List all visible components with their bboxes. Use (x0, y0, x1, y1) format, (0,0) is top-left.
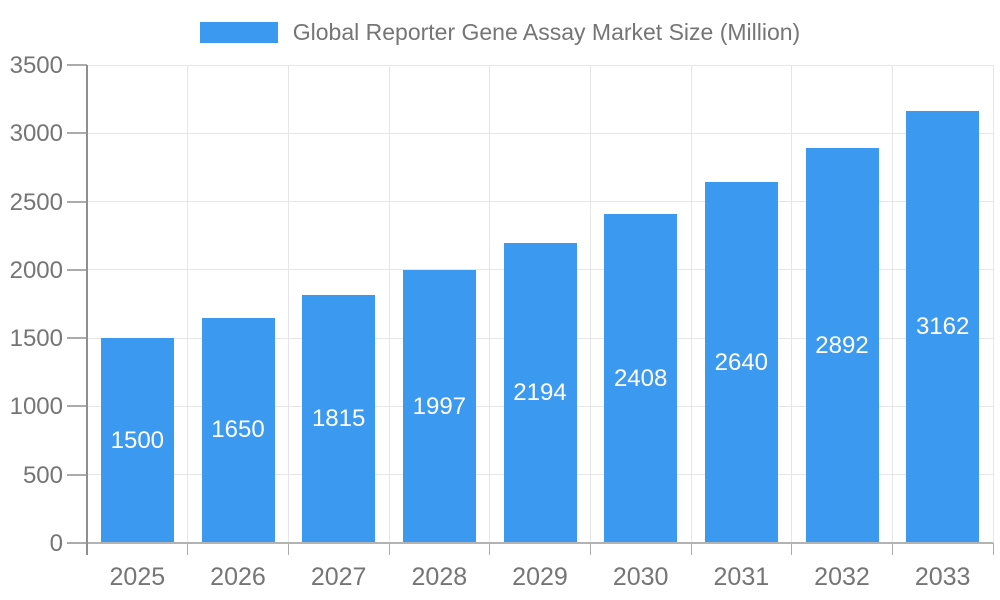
y-axis-tick (67, 200, 87, 203)
x-gridline (891, 65, 893, 543)
y-axis-line (86, 65, 88, 555)
x-axis-label: 2033 (914, 563, 971, 591)
y-axis-label: 0 (49, 530, 63, 557)
x-axis-tick (690, 543, 692, 555)
y-axis-label: 1500 (9, 325, 63, 353)
y-axis-tick (67, 337, 87, 340)
y-gridline (87, 201, 993, 203)
bar-2033 (906, 111, 980, 543)
x-gridline (589, 65, 591, 543)
y-axis-label: 3500 (9, 52, 63, 79)
bar-value-label: 1815 (311, 405, 366, 433)
y-axis-label: 3000 (9, 120, 63, 148)
x-axis-tick (287, 543, 289, 555)
x-axis-tick (187, 543, 189, 555)
bar-value-label: 1650 (211, 416, 265, 444)
x-gridline (690, 65, 692, 543)
bar-value-label: 1500 (110, 426, 165, 454)
y-axis-label: 2000 (9, 256, 63, 284)
x-gridline (489, 65, 491, 543)
x-axis-label: 2027 (310, 563, 367, 591)
y-axis-tick (67, 132, 87, 135)
bar-value-label: 2194 (513, 379, 567, 407)
y-gridline (87, 64, 993, 66)
x-gridline (287, 65, 289, 543)
x-axis-tick (589, 543, 591, 555)
x-gridline (992, 65, 994, 543)
y-axis-label: 500 (22, 461, 63, 489)
chart-title: Global Reporter Gene Assay Market Size (… (292, 18, 801, 45)
bar-2028 (402, 270, 476, 543)
bar-value-label: 1997 (412, 392, 467, 420)
bar-2032 (805, 148, 879, 543)
y-axis-tick (67, 405, 87, 408)
x-axis-label: 2029 (512, 563, 568, 591)
x-axis-label: 2032 (814, 563, 870, 591)
x-axis-tick (388, 543, 390, 555)
bar-2027 (302, 295, 376, 543)
y-gridline (87, 132, 993, 134)
x-axis-tick (992, 543, 994, 555)
x-gridline (388, 65, 390, 543)
x-axis-label: 2031 (713, 563, 770, 591)
y-axis-label: 1000 (9, 393, 63, 421)
bar-2030 (604, 214, 678, 543)
x-axis-tick (489, 543, 491, 555)
y-axis-tick (67, 542, 87, 544)
x-axis-label: 2030 (612, 563, 669, 591)
bar-2029 (503, 243, 577, 543)
legend-swatch (199, 21, 278, 43)
x-gridline (187, 65, 189, 543)
bar-value-label: 2640 (714, 348, 769, 376)
x-axis-line (87, 542, 993, 544)
y-axis-tick (67, 268, 87, 271)
bar-2025 (100, 338, 174, 543)
x-axis-label: 2026 (210, 563, 266, 591)
x-axis-label: 2025 (109, 563, 166, 591)
y-axis-tick (67, 473, 87, 476)
chart-legend: Global Reporter Gene Assay Market Size (… (0, 14, 1000, 50)
y-axis-tick (67, 64, 87, 66)
bar-value-label: 2408 (613, 364, 668, 392)
bar-2031 (704, 182, 778, 543)
y-axis-label: 2500 (9, 188, 63, 216)
x-axis-label: 2028 (411, 563, 468, 591)
x-axis-tick (791, 543, 793, 555)
x-axis-tick (891, 543, 893, 555)
x-gridline (791, 65, 793, 543)
bar-value-label: 3162 (915, 313, 970, 341)
bar-value-label: 2892 (815, 331, 869, 359)
bar-2026 (201, 317, 275, 543)
